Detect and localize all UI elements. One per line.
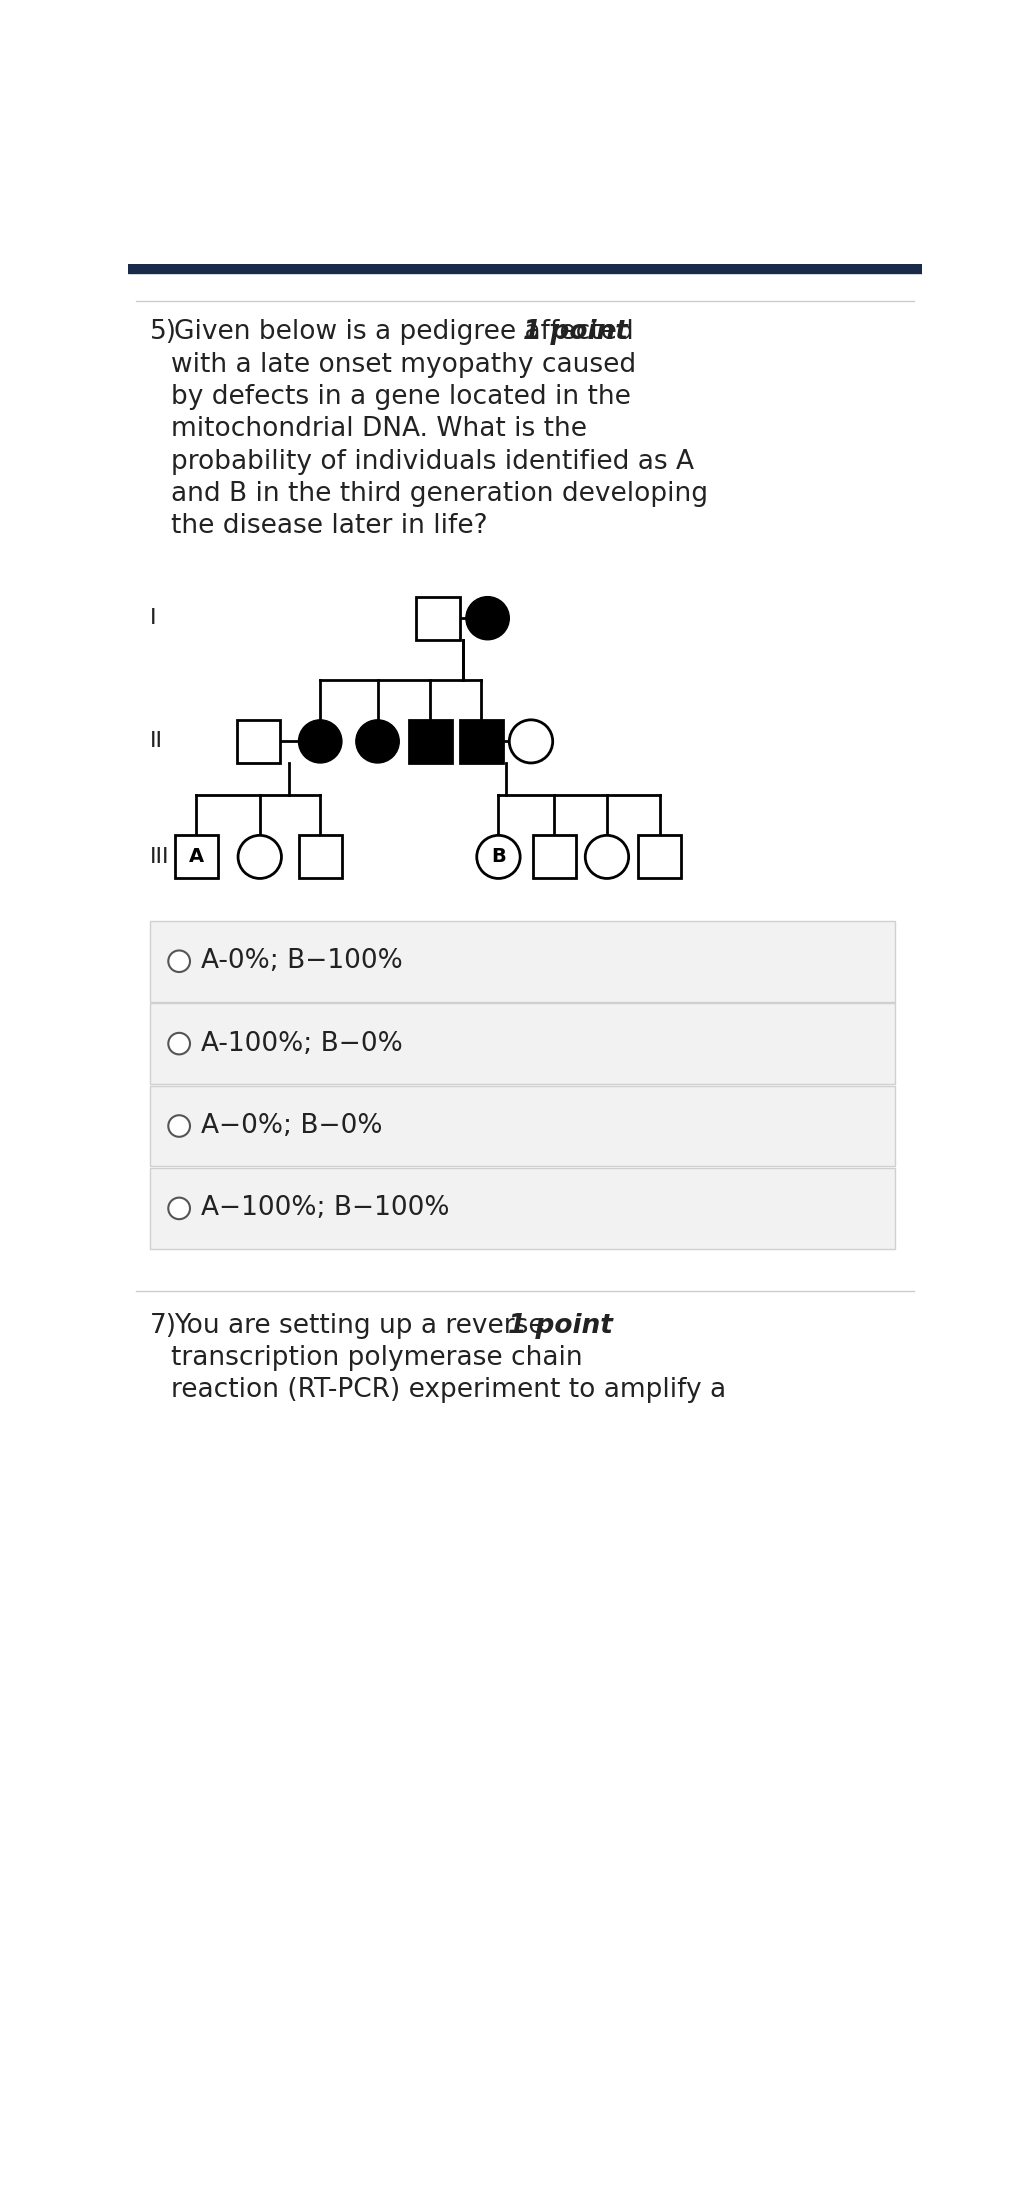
Text: Given below is a pedigree affected: Given below is a pedigree affected [174, 319, 634, 345]
Circle shape [168, 1115, 190, 1137]
Circle shape [477, 836, 520, 878]
Circle shape [509, 719, 553, 763]
Text: transcription polymerase chain: transcription polymerase chain [171, 1344, 583, 1371]
Text: 5): 5) [150, 319, 177, 345]
Text: A-100%; B−0%: A-100%; B−0% [201, 1030, 402, 1056]
Text: the disease later in life?: the disease later in life? [171, 513, 487, 539]
Text: reaction (RT-PCR) experiment to amplify a: reaction (RT-PCR) experiment to amplify … [171, 1377, 726, 1404]
Circle shape [466, 596, 509, 640]
Text: probability of individuals identified as A: probability of individuals identified as… [171, 449, 693, 475]
FancyBboxPatch shape [150, 922, 895, 1001]
Text: You are setting up a reverse: You are setting up a reverse [174, 1313, 545, 1340]
Text: I: I [150, 607, 157, 629]
Bar [460, 719, 503, 763]
Text: with a late onset myopathy caused: with a late onset myopathy caused [171, 352, 636, 378]
Circle shape [238, 836, 282, 878]
Text: II: II [150, 730, 163, 752]
Text: B: B [492, 847, 506, 867]
Bar [532, 836, 575, 878]
Circle shape [356, 719, 399, 763]
Bar [409, 719, 452, 763]
Text: and B in the third generation developing: and B in the third generation developing [171, 482, 708, 508]
Text: A−100%; B−100%: A−100%; B−100% [201, 1195, 450, 1221]
Bar [237, 719, 280, 763]
Text: 7): 7) [150, 1313, 177, 1340]
Bar [299, 836, 342, 878]
Circle shape [299, 719, 342, 763]
Circle shape [168, 1197, 190, 1219]
Text: 1 point: 1 point [523, 319, 628, 345]
Text: by defects in a gene located in the: by defects in a gene located in the [171, 385, 631, 409]
Text: A-0%; B−100%: A-0%; B−100% [201, 948, 402, 975]
Circle shape [168, 950, 190, 972]
Text: 1 point: 1 point [508, 1313, 612, 1340]
Bar [128, 264, 922, 273]
Bar [174, 836, 218, 878]
Text: mitochondrial DNA. What is the: mitochondrial DNA. What is the [171, 416, 587, 442]
Bar [417, 596, 460, 640]
Circle shape [586, 836, 629, 878]
Circle shape [168, 1032, 190, 1054]
FancyBboxPatch shape [150, 1085, 895, 1166]
Text: A: A [188, 847, 204, 867]
FancyBboxPatch shape [150, 1003, 895, 1085]
Text: III: III [150, 847, 169, 867]
Bar [638, 836, 681, 878]
FancyBboxPatch shape [150, 1168, 895, 1250]
Text: A−0%; B−0%: A−0%; B−0% [201, 1113, 382, 1140]
